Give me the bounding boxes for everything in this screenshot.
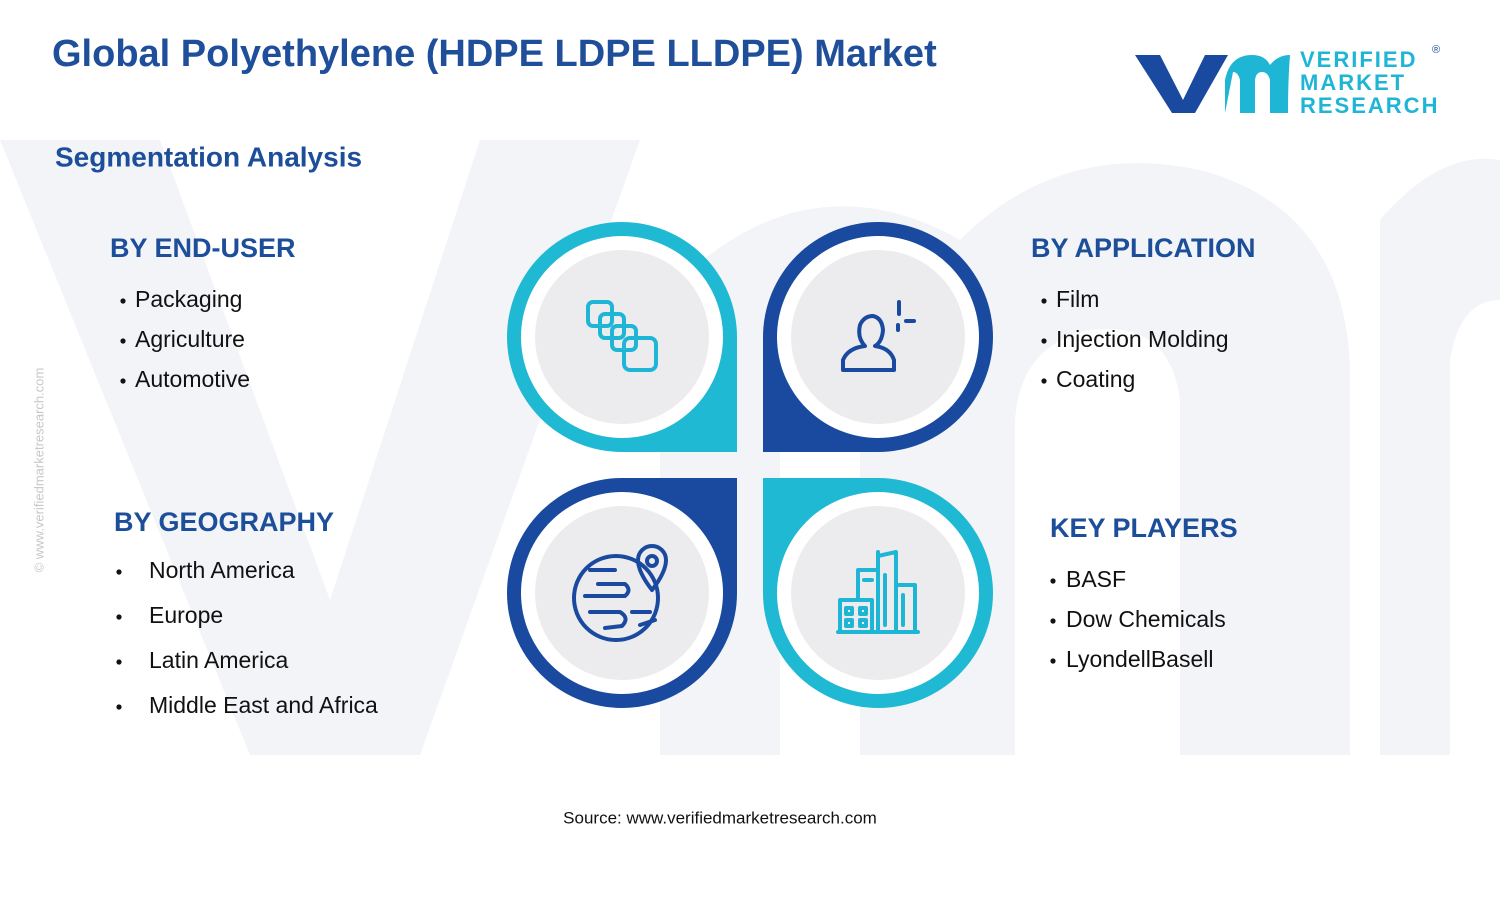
segment-item: Middle East and Africa (149, 692, 378, 718)
logo-text: VERIFIED (1300, 47, 1417, 72)
logo: VERIFIED MARKET RESEARCH ® (1135, 44, 1440, 118)
segment-item: Film (1056, 286, 1099, 312)
segment-heading: BY GEOGRAPHY (114, 507, 334, 537)
segment-item: Latin America (149, 647, 289, 673)
subtitle: Segmentation Analysis (55, 141, 362, 172)
icon-person (841, 300, 916, 372)
bullet (120, 378, 126, 384)
segment-item: North America (149, 557, 295, 583)
logo-text: RESEARCH (1300, 93, 1439, 118)
segment-geography: BY GEOGRAPHY North America Europe Latin Am… (114, 507, 378, 718)
segment-heading: BY APPLICATION (1031, 233, 1256, 263)
icon-globe (572, 544, 668, 642)
bullet (1050, 618, 1056, 624)
title: Global Polyethylene (HDPE LDPE LLDPE) Ma… (52, 33, 937, 75)
segment-item: Europe (149, 602, 223, 628)
bullet (1041, 338, 1047, 344)
segment-key-players: KEY PLAYERS BASF Dow Chemicals LyondellBas… (1050, 513, 1238, 672)
bullet (1041, 378, 1047, 384)
bullet (1041, 298, 1047, 304)
logo-mark: ® (1432, 44, 1440, 56)
bullet (1050, 578, 1056, 584)
segment-item: Automotive (135, 366, 250, 392)
quadrants (507, 222, 993, 708)
icon-buildings (836, 550, 920, 634)
watermark-text: © www.verifiedmarketresearch.com (31, 368, 46, 573)
segment-application: BY APPLICATION Film Injection Molding Coat… (1031, 233, 1256, 392)
logo-text: MARKET (1300, 70, 1406, 95)
bullet (116, 614, 122, 620)
bullet (120, 338, 126, 344)
segment-item: Packaging (135, 286, 242, 312)
bullet (116, 704, 122, 710)
segment-item: Agriculture (135, 326, 245, 352)
bullet (116, 659, 122, 665)
segment-item: BASF (1066, 566, 1126, 592)
segment-item: Injection Molding (1056, 326, 1229, 352)
icon-layers (586, 300, 658, 372)
segment-heading: BY END-USER (110, 233, 296, 263)
segment-heading: KEY PLAYERS (1050, 513, 1238, 543)
segment-item: Coating (1056, 366, 1135, 392)
bullet (1050, 658, 1056, 664)
bullet (120, 298, 126, 304)
segment-item: Dow Chemicals (1066, 606, 1226, 632)
source: Source: www.verifiedmarketresearch.com (563, 808, 877, 827)
bullet (116, 569, 122, 575)
segment-item: LyondellBasell (1066, 646, 1213, 672)
segment-end-user: BY END-USER Packaging Agriculture Automoti… (110, 233, 296, 392)
